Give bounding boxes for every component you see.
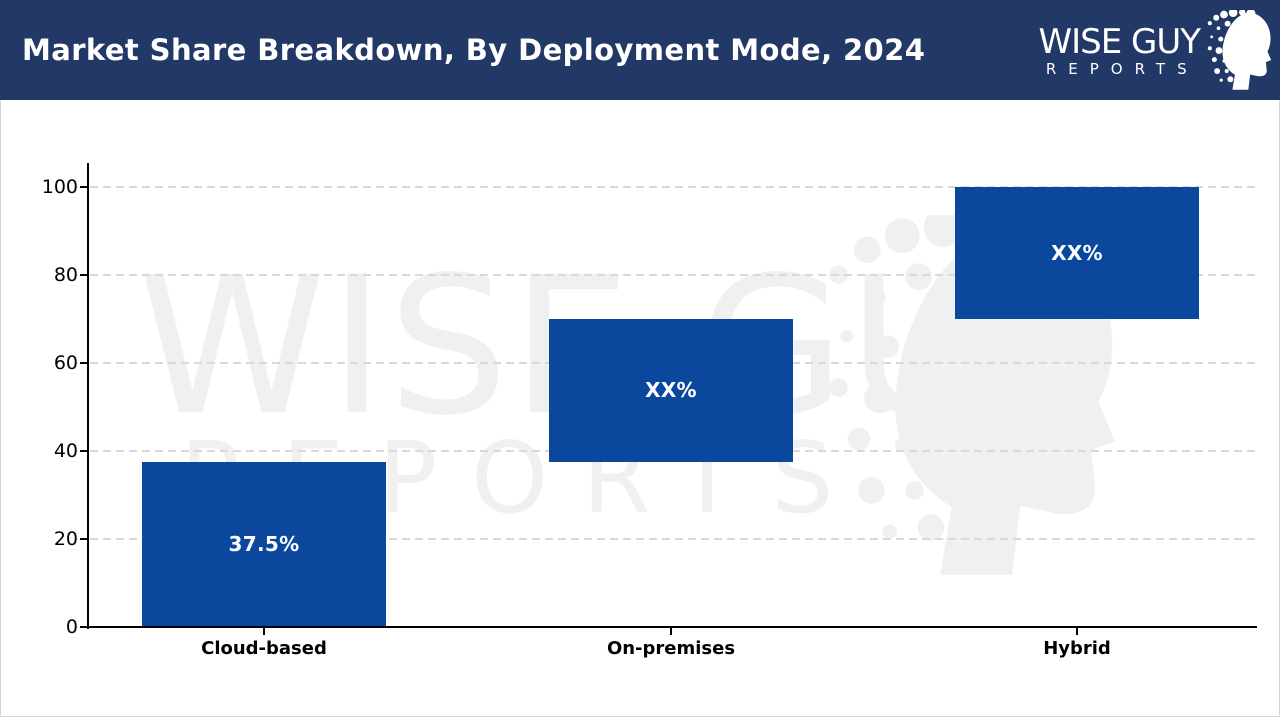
y-tick-label-100: 100 <box>41 175 78 198</box>
x-tick-mark-2 <box>1076 627 1078 635</box>
y-tick-mark-0 <box>80 626 88 628</box>
x-axis-line <box>87 626 1257 628</box>
logo-subtext: REPORTS <box>1045 60 1199 78</box>
y-tick-mark-40 <box>80 449 88 452</box>
x-tick-mark-0 <box>263 627 265 635</box>
bar-hybrid: XX% <box>955 186 1199 319</box>
y-tick-label-60: 60 <box>53 351 78 374</box>
y-tick-mark-60 <box>80 361 88 364</box>
wiseguy-logo: WISE GUY REPORTS <box>1038 6 1274 96</box>
logo-wordmark: WISE GUY <box>1038 22 1201 62</box>
x-tick-label-2: Hybrid <box>1043 638 1111 659</box>
x-tick-mark-1 <box>670 627 672 635</box>
wiseguy-head-logo-icon <box>1207 10 1272 90</box>
chart-header: Market Share Breakdown, By Deployment Mo… <box>0 0 1280 100</box>
y-tick-mark-80 <box>80 273 88 276</box>
chart-title: Market Share Breakdown, By Deployment Mo… <box>22 33 926 67</box>
x-tick-label-0: Cloud-based <box>201 638 327 659</box>
y-tick-label-80: 80 <box>53 263 78 286</box>
bar-value-label: XX% <box>645 378 697 403</box>
wiseguy-logo-text: WISE GUY REPORTS <box>1038 22 1201 78</box>
y-tick-mark-100 <box>80 185 88 188</box>
gridline-80 <box>90 273 1256 276</box>
y-axis-line <box>87 163 89 629</box>
gridline-100 <box>90 185 1256 188</box>
y-tick-label-20: 20 <box>53 527 78 550</box>
y-tick-label-0: 0 <box>65 616 78 638</box>
bar-value-label: XX% <box>1051 240 1103 265</box>
bar-on-premises: XX% <box>549 318 793 462</box>
bar-cloud-based: 37.5% <box>142 461 386 627</box>
bar-value-label: 37.5% <box>228 532 300 557</box>
x-tick-label-1: On-premises <box>606 638 736 659</box>
gridline-20 <box>90 537 1256 540</box>
y-tick-mark-20 <box>80 537 88 540</box>
y-tick-label-40: 40 <box>53 439 78 462</box>
